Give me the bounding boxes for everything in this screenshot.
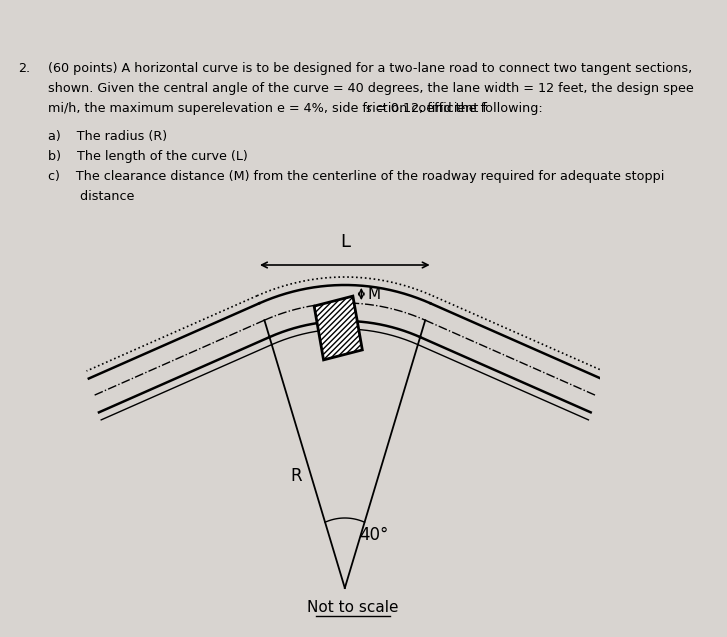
Text: a)    The radius (R): a) The radius (R) <box>48 130 167 143</box>
Text: shown. Given the central angle of the curve = 40 degrees, the lane width = 12 fe: shown. Given the central angle of the cu… <box>48 82 694 95</box>
Text: Not to scale: Not to scale <box>308 601 399 615</box>
Polygon shape <box>314 296 362 360</box>
Text: 2.: 2. <box>18 62 31 75</box>
Text: distance: distance <box>48 190 134 203</box>
Text: s: s <box>366 104 371 114</box>
Text: mi/h, the maximum superelevation e = 4%, side friction coefficient f: mi/h, the maximum superelevation e = 4%,… <box>48 102 486 115</box>
Text: (60 points) A horizontal curve is to be designed for a two-lane road to connect : (60 points) A horizontal curve is to be … <box>48 62 692 75</box>
Text: = 0.12, find the following:: = 0.12, find the following: <box>372 102 543 115</box>
Text: L: L <box>340 233 350 251</box>
Text: c)    The clearance distance (M) from the centerline of the roadway required for: c) The clearance distance (M) from the c… <box>48 170 664 183</box>
Text: 40°: 40° <box>360 526 389 544</box>
Text: M: M <box>368 287 381 301</box>
Text: R: R <box>290 466 302 485</box>
Text: b)    The length of the curve (L): b) The length of the curve (L) <box>48 150 248 163</box>
